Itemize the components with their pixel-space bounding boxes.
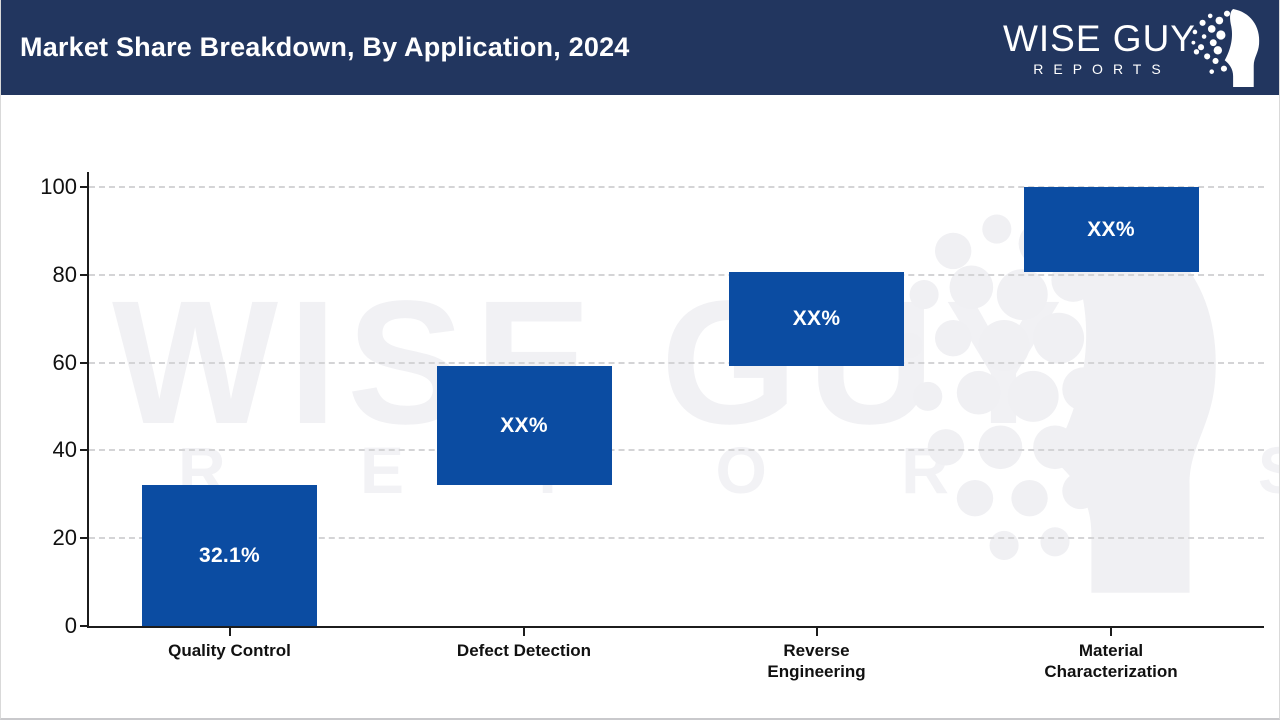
y-tick-label-80: 80 xyxy=(52,261,77,287)
bar-3: XX% xyxy=(729,272,904,367)
gridline-100 xyxy=(89,186,1264,188)
x-tick-2 xyxy=(523,628,525,636)
y-tick-label-20: 20 xyxy=(52,525,77,551)
bar-2: XX% xyxy=(436,366,612,486)
x-tick-1 xyxy=(228,628,231,636)
x-axis-label-2: Defect Detection xyxy=(456,641,592,660)
y-tick-label-40: 40 xyxy=(52,437,77,463)
x-axis-label-1: Quality Control xyxy=(168,641,291,660)
bar-value-label-3: XX% xyxy=(792,307,841,331)
x-tick-4 xyxy=(1110,628,1112,636)
y-tick-0 xyxy=(80,625,87,627)
bar-value-label-1: 32.1% xyxy=(198,543,261,567)
logo-reports-text: REPORTS xyxy=(1033,60,1171,77)
gridline-60 xyxy=(89,361,1264,364)
gridline-20 xyxy=(89,537,1264,540)
gridline-80 xyxy=(89,273,1264,276)
y-axis-line xyxy=(87,172,89,628)
y-tick-label-60: 60 xyxy=(52,349,77,375)
logo-wiseguy-text: WISE GUY xyxy=(1002,17,1196,59)
logo-text: WISE GUY REPORTS xyxy=(1003,20,1196,76)
y-tick-label-100: 100 xyxy=(40,174,77,199)
wise-guy-reports-logo: WISE GUY REPORTS xyxy=(1003,6,1266,90)
gridline-40 xyxy=(89,449,1264,452)
bar-1: 32.1% xyxy=(142,485,317,626)
y-tick-label-0: 0 xyxy=(64,613,77,638)
y-tick-20 xyxy=(80,537,87,540)
header-bar: Market Share Breakdown, By Application, … xyxy=(0,0,1280,95)
y-tick-80 xyxy=(80,273,87,276)
x-tick-3 xyxy=(815,628,818,636)
bar-4: XX% xyxy=(1023,187,1199,273)
bar-value-label-2: XX% xyxy=(500,413,548,437)
x-axis-line xyxy=(87,626,1264,628)
y-tick-100 xyxy=(80,186,87,188)
page-title: Market Share Breakdown, By Application, … xyxy=(20,32,630,62)
x-axis-label-3: Reverse Engineering xyxy=(767,641,866,681)
logo-head-dots-icon xyxy=(1191,8,1260,87)
x-axis-label-4: Material Characterization xyxy=(1044,641,1178,681)
y-tick-40 xyxy=(80,449,87,452)
y-tick-60 xyxy=(80,361,87,364)
bar-value-label-4: XX% xyxy=(1087,217,1135,241)
